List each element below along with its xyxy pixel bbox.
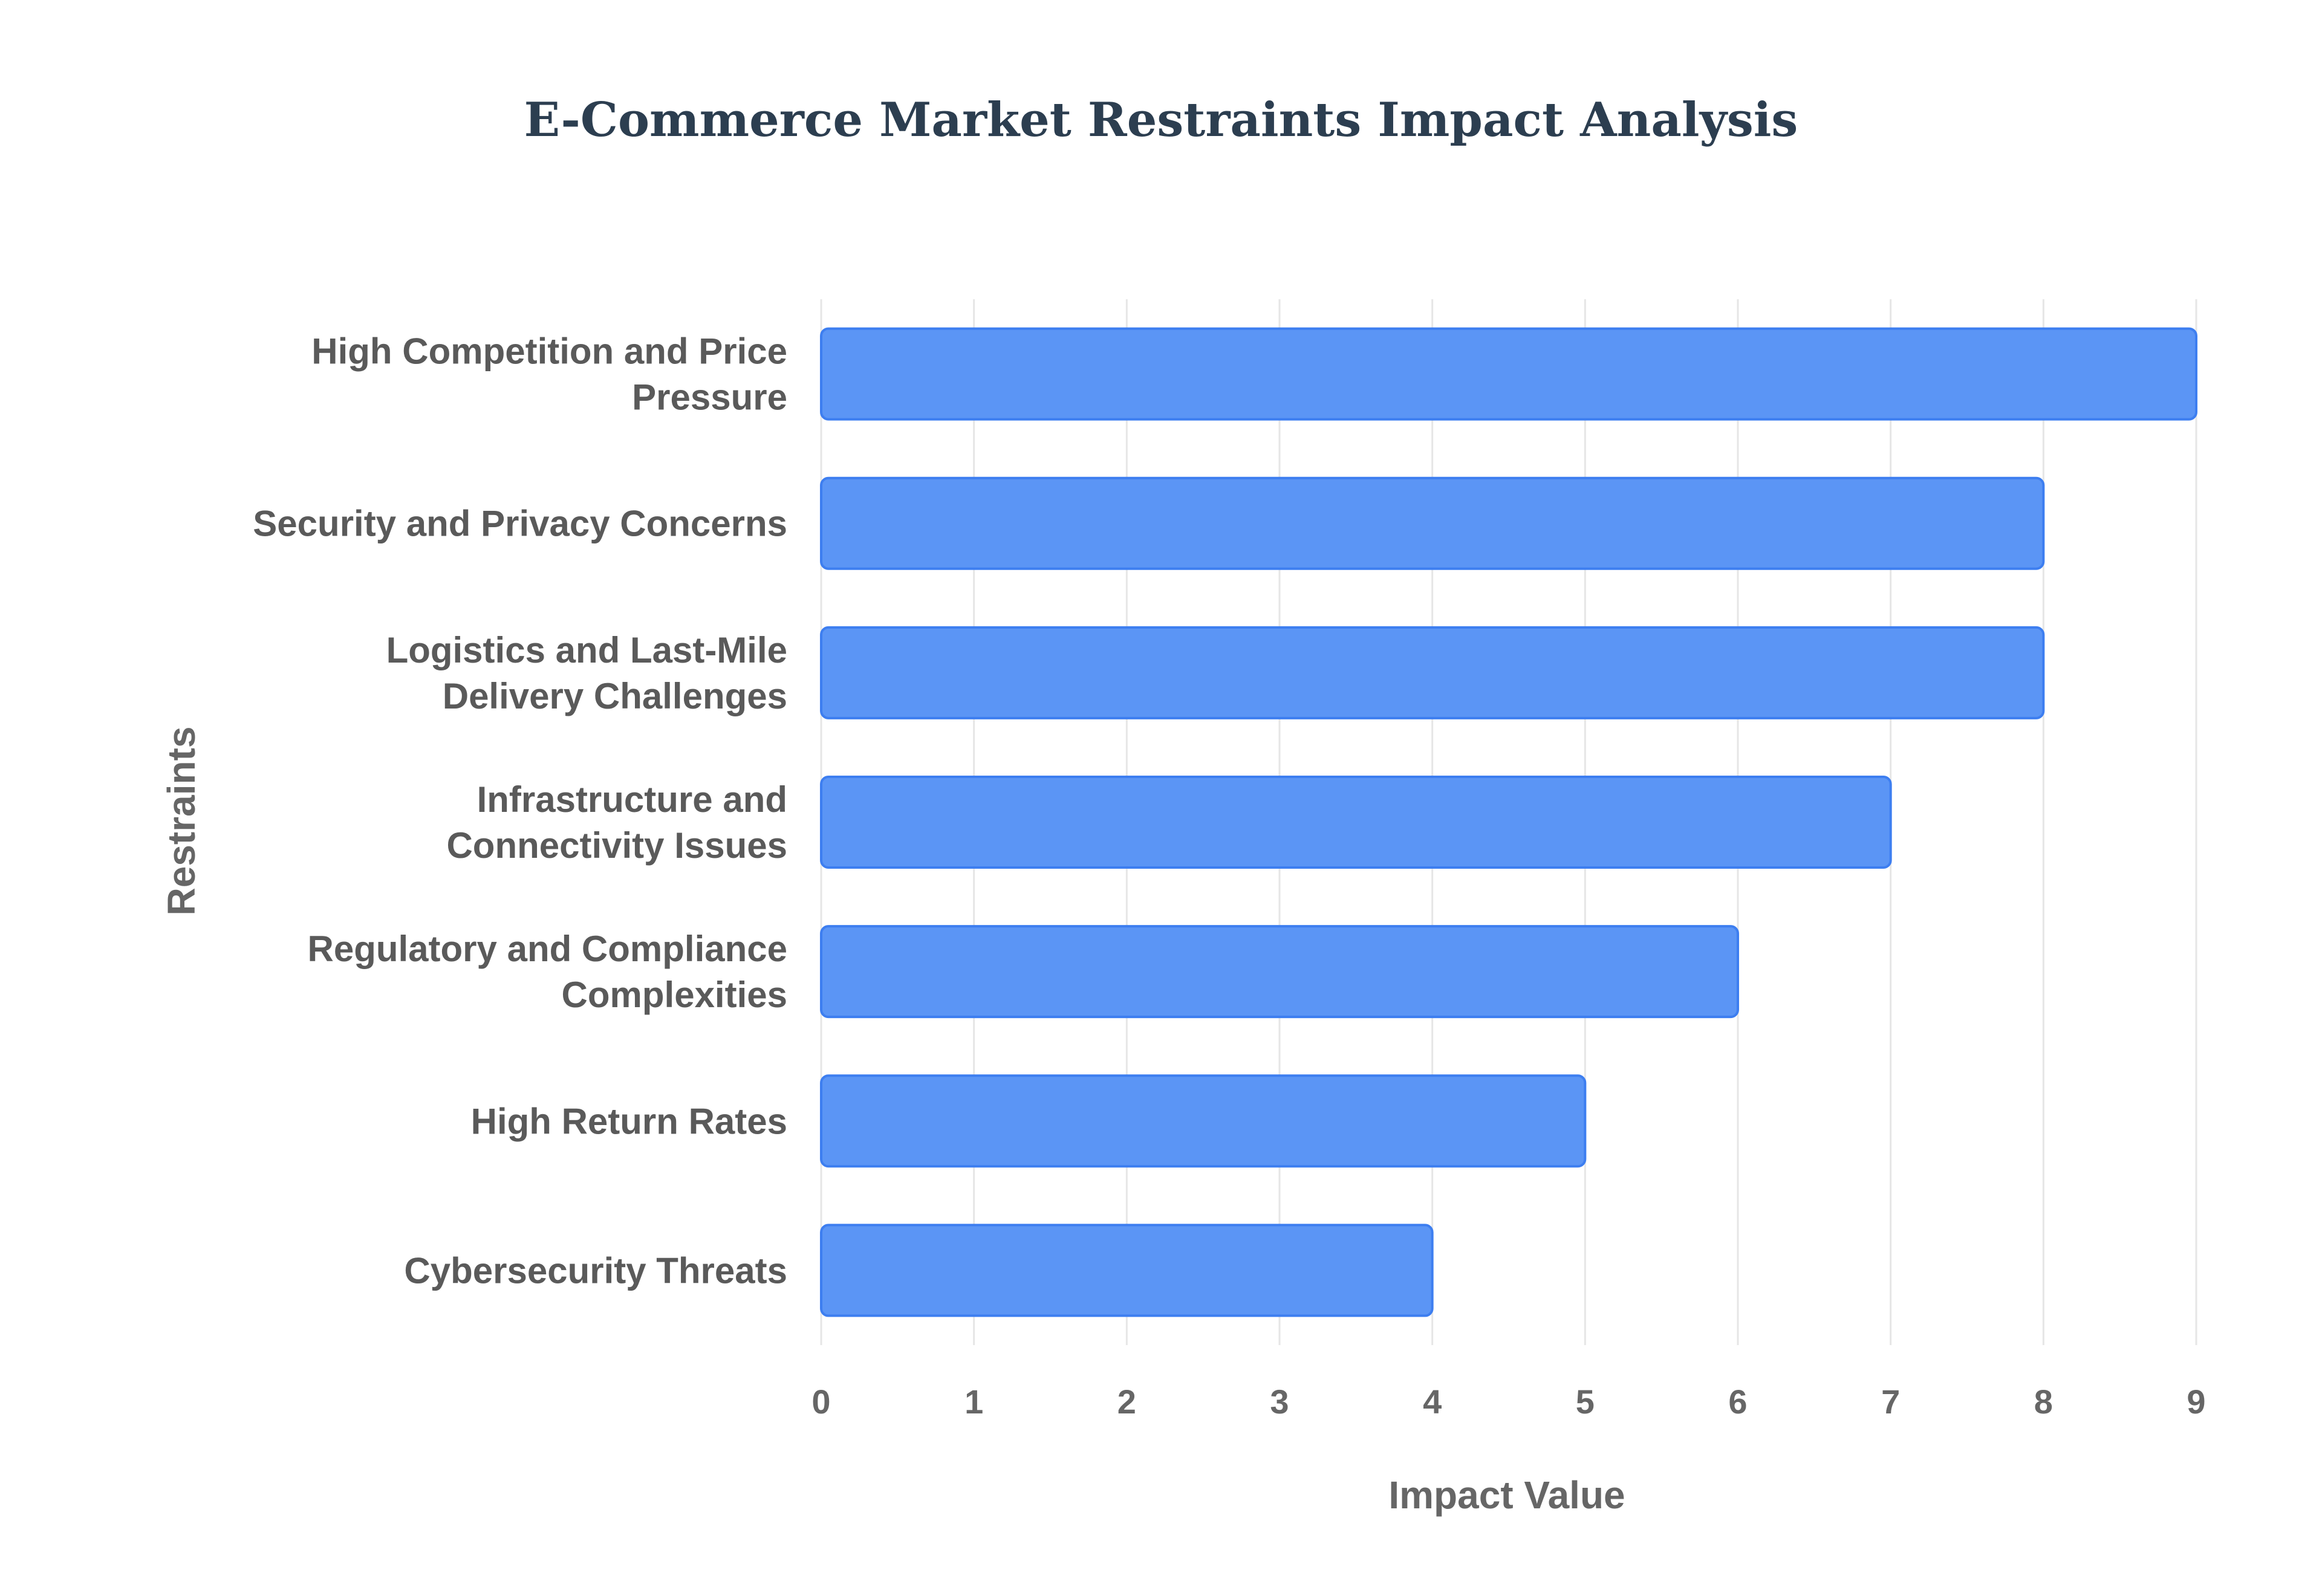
category-label-line: Cybersecurity Threats: [404, 1250, 787, 1291]
category-label: Infrastructure and Connectivity Issues: [446, 779, 787, 866]
bar: [820, 476, 2045, 570]
x-axis-title: Impact Value: [1388, 1473, 1625, 1517]
category-label-line: High Competition and Price: [311, 331, 787, 372]
chart-title: E-Commerce Market Restraints Impact Anal…: [524, 92, 1798, 148]
x-tick-label: 0: [811, 1383, 830, 1421]
bar: [820, 626, 2045, 719]
x-tick-label: 4: [1423, 1383, 1442, 1421]
x-tick-label: 6: [1728, 1383, 1747, 1421]
x-tick-label: 5: [1576, 1383, 1595, 1421]
category-label-line: Complexities: [562, 975, 787, 1015]
category-label-line: Pressure: [632, 377, 787, 418]
bar: [820, 327, 2197, 421]
category-label-line: Logistics and Last-Mile: [386, 630, 787, 670]
category-label: Logistics and Last-Mile Delivery Challeng…: [386, 630, 787, 716]
bar: [820, 776, 1892, 869]
bar: [820, 1074, 1587, 1168]
category-label-line: Connectivity Issues: [446, 825, 787, 866]
category-label-line: Infrastructure and: [477, 779, 787, 820]
bars: [820, 327, 2197, 1317]
x-tick-label: 3: [1270, 1383, 1289, 1421]
category-label: High Return Rates: [471, 1101, 787, 1141]
category-labels: High Competition and Price Pressure Securi…: [253, 331, 787, 1291]
category-label-line: Delivery Challenges: [443, 676, 787, 716]
category-label: High Competition and Price Pressure: [311, 331, 787, 418]
category-label-line: Regulatory and Compliance: [308, 929, 787, 969]
category-label-line: Security and Privacy Concerns: [253, 504, 787, 544]
x-tick-label: 8: [2034, 1383, 2053, 1421]
x-tick-label: 2: [1117, 1383, 1136, 1421]
x-tick-label: 9: [2187, 1383, 2205, 1421]
x-tick-label: 7: [1881, 1383, 1900, 1421]
category-label-line: High Return Rates: [471, 1101, 787, 1141]
category-label: Cybersecurity Threats: [404, 1250, 787, 1291]
bar: [820, 925, 1739, 1019]
category-label: Security and Privacy Concerns: [253, 504, 787, 544]
x-tick-labels: 0 1 2 3 4 5 6 7 8 9: [811, 1383, 2205, 1421]
x-tick-label: 1: [964, 1383, 983, 1421]
bar: [820, 1224, 1434, 1317]
category-label: Regulatory and Compliance Complexities: [308, 929, 787, 1015]
y-axis-title: Restraints: [160, 727, 203, 916]
